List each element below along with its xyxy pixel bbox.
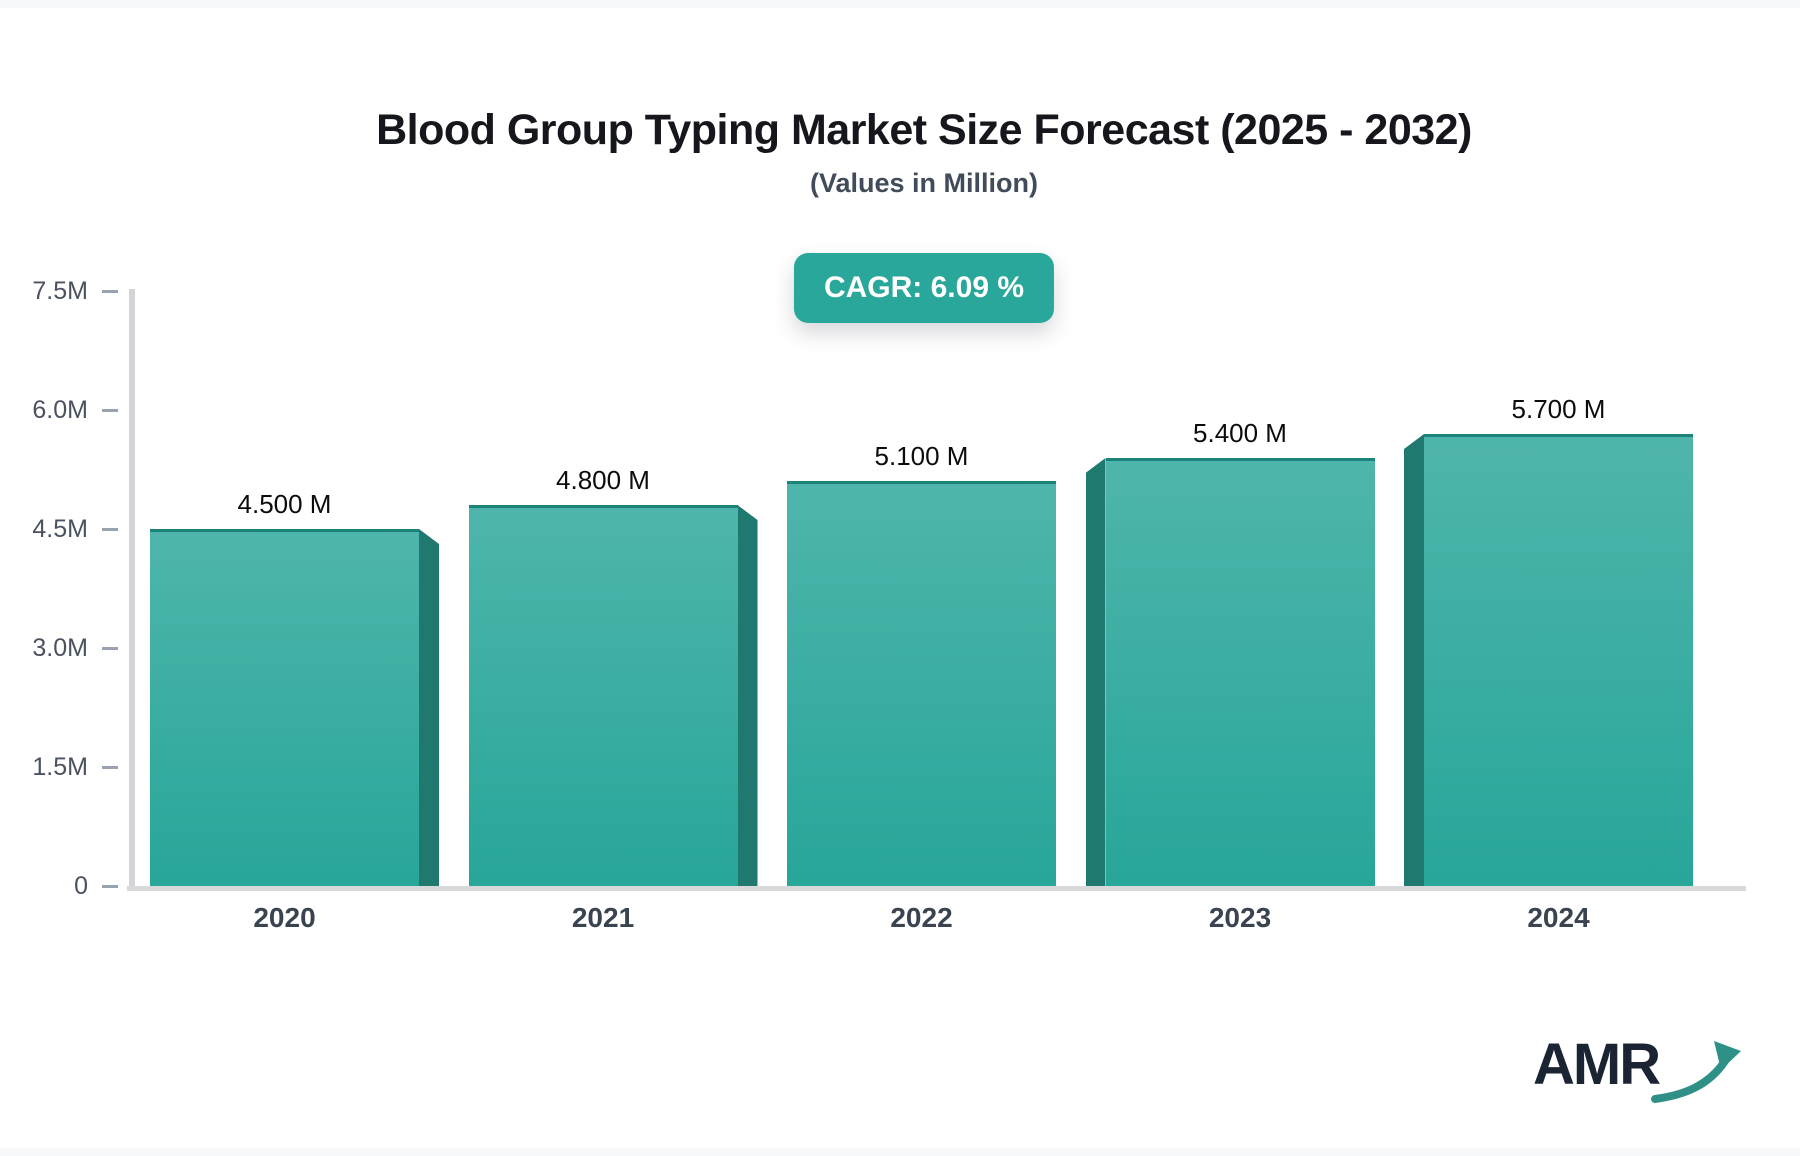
amr-logo-text: AMR (1533, 1032, 1661, 1097)
y-tick-dash (102, 766, 118, 769)
y-tick-dash (102, 647, 118, 650)
bar-side-shade (419, 529, 439, 886)
x-axis-label-2023: 2023 (1208, 902, 1272, 933)
bar-side-shade (1085, 458, 1106, 886)
y-tick-label: 7.5M (32, 277, 88, 305)
bar-value-label: 5.400 M (1193, 418, 1287, 448)
trend-up-arrow-icon (1651, 1041, 1742, 1103)
y-tick-dash (102, 885, 118, 888)
amr-logo: AMR (1533, 1036, 1743, 1104)
x-axis-baseline (127, 886, 1746, 891)
y-tick-dash (102, 528, 118, 531)
y-tick-label: 4.5M (32, 515, 88, 543)
bar-face (150, 529, 419, 886)
bar-value-label: 4.800 M (556, 465, 650, 495)
x-axis-label-2022: 2022 (890, 902, 953, 933)
bar-face (1424, 434, 1693, 886)
chart-title: Blood Group Typing Market Size Forecast … (376, 106, 1472, 154)
bar-value-label: 5.100 M (874, 441, 969, 471)
bar-side-shade (737, 505, 758, 886)
cagr-badge: CAGR: 6.09 % (793, 253, 1055, 323)
bar-value-label: 5.700 M (1511, 394, 1606, 424)
top-frame-strip (0, 0, 1800, 8)
y-tick-label: 0 (74, 872, 88, 900)
x-axis-label-2024: 2024 (1527, 902, 1590, 933)
y-tick-dash (102, 409, 118, 412)
bottom-frame-strip (0, 1148, 1800, 1156)
y-tick-label: 6.0M (32, 396, 88, 424)
y-tick-label: 1.5M (32, 753, 88, 781)
bar-face (787, 481, 1056, 886)
bar-face (1105, 458, 1375, 886)
bar-face (468, 505, 738, 886)
y-axis-line (129, 289, 135, 886)
bar-value-label: 4.500 M (237, 489, 332, 519)
x-axis-label-2020: 2020 (253, 902, 316, 933)
chart-subtitle: (Values in Million) (809, 168, 1039, 198)
y-tick-label: 3.0M (32, 634, 88, 662)
cagr-badge-label: CAGR: 6.09 % (823, 271, 1025, 304)
y-tick-dash (102, 290, 118, 293)
bar-side-shade (1404, 434, 1424, 886)
x-axis-label-2021: 2021 (571, 902, 635, 933)
